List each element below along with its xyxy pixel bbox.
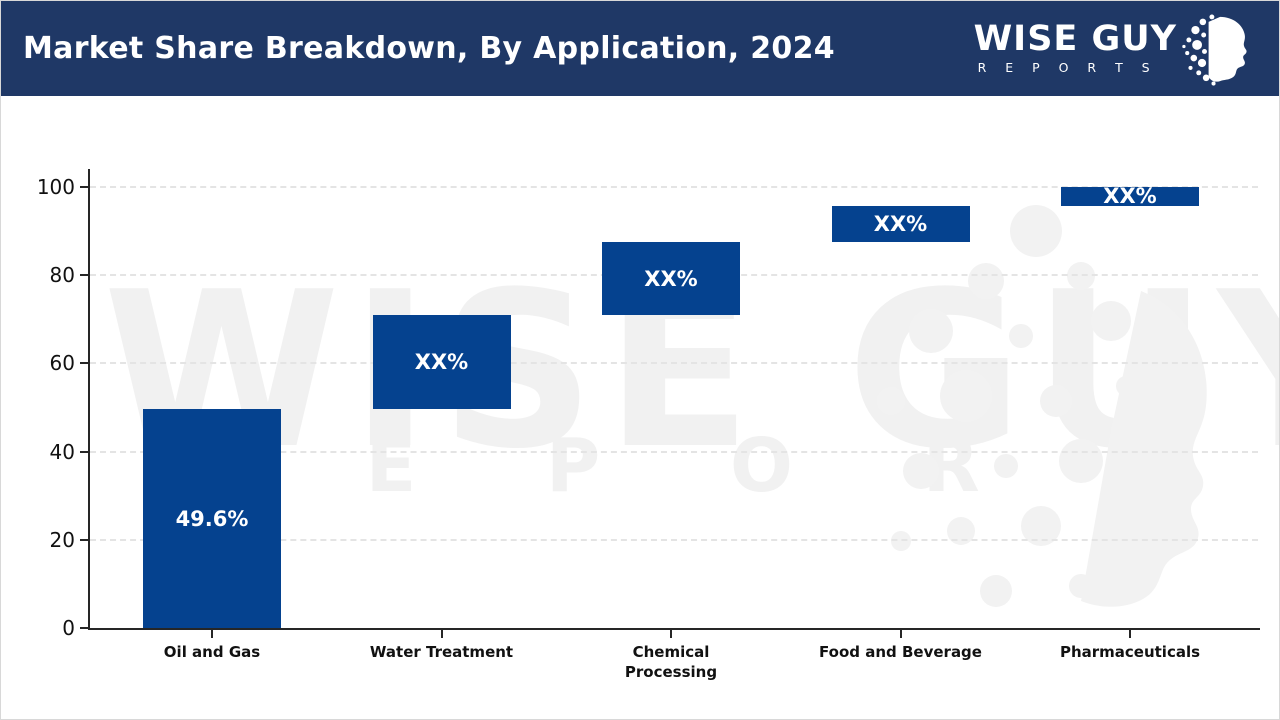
bar-segment: XX% [602, 242, 740, 315]
bar-value-label: 49.6% [175, 506, 249, 531]
y-tick-label: 60 [49, 351, 75, 376]
y-axis-line [88, 169, 90, 630]
gridline [90, 538, 1258, 541]
x-tick-mark [670, 630, 672, 638]
gridline [90, 450, 1258, 453]
y-tick-mark [80, 538, 88, 541]
bar-segment: XX% [831, 205, 970, 243]
bar-segment: XX% [1061, 184, 1199, 209]
x-axis-category-label: Food and Beverage [819, 643, 982, 661]
wise-guy-logo: WISE GUY R E P O R T S [974, 9, 1253, 89]
y-tick-label: 100 [36, 175, 75, 199]
y-tick-mark [80, 362, 88, 365]
x-tick-mark [211, 630, 213, 638]
y-tick-mark [80, 627, 88, 629]
x-axis-category-label: Pharmaceuticals [1059, 643, 1201, 661]
x-tick-mark [899, 630, 902, 638]
gridline [90, 362, 1258, 365]
bar-segment: 49.6% [143, 409, 281, 628]
y-tick-label: 20 [49, 527, 75, 552]
header: Market Share Breakdown, By Application, … [1, 1, 1279, 96]
x-axis-category-label: Chemical Processing [624, 643, 718, 681]
bar-value-label: XX% [873, 211, 928, 236]
bar-value-label: XX% [414, 350, 469, 375]
y-tick-label: 0 [62, 616, 75, 640]
x-axis-category-label: Water Treatment [369, 643, 514, 661]
y-tick-label: 80 [49, 263, 75, 288]
y-tick-mark [80, 186, 88, 188]
chart: 0 20 40 60 80 100 49.6% Oil and Gas XX% Water Tre… [1, 96, 1279, 719]
x-tick-mark [1129, 630, 1131, 638]
x-axis-line [88, 628, 1260, 630]
logo-text: WISE GUY R E P O R T S [973, 19, 1177, 76]
y-tick-mark [80, 450, 88, 453]
y-tick-label: 40 [49, 439, 75, 464]
bar-value-label: XX% [644, 266, 698, 291]
bar-value-label: XX% [1103, 184, 1157, 209]
logo-face-icon [1182, 13, 1247, 86]
x-tick-mark [440, 630, 443, 638]
gridline [90, 186, 1258, 188]
logo-wordmark: WISE GUY [973, 19, 1177, 59]
y-tick-mark [80, 274, 88, 277]
watermark-face-dots [877, 205, 1207, 607]
page-title: Market Share Breakdown, By Application, … [23, 31, 835, 66]
bar-segment: XX% [372, 314, 511, 410]
x-axis-category-label: Oil and Gas [163, 643, 261, 661]
logo-subtitle: R E P O R T S [977, 60, 1158, 75]
